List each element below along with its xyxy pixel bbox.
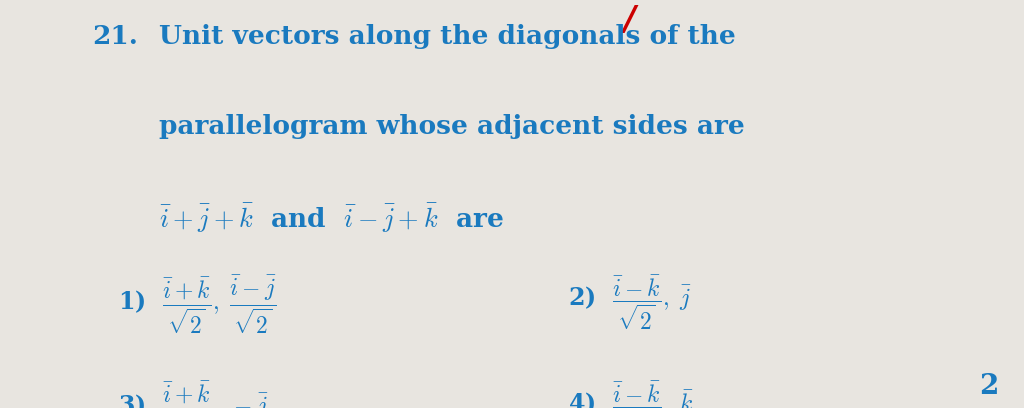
Text: 2)  $\dfrac{\bar{i}-\bar{k}}{\sqrt{2}},\ \bar{j}$: 2) $\dfrac{\bar{i}-\bar{k}}{\sqrt{2}},\ …: [568, 273, 692, 332]
Text: Unit vectors along the diagonals of the: Unit vectors along the diagonals of the: [159, 24, 735, 49]
Text: 3)  $\dfrac{\bar{i}+\bar{k}}{\sqrt{2}},\ -\bar{j}$: 3) $\dfrac{\bar{i}+\bar{k}}{\sqrt{2}},\ …: [118, 379, 268, 408]
Text: 21.: 21.: [92, 24, 138, 49]
Text: 1)  $\dfrac{\bar{i}+\bar{k}}{\sqrt{2}},\ \dfrac{\bar{i}-\bar{j}}{\sqrt{2}}$: 1) $\dfrac{\bar{i}+\bar{k}}{\sqrt{2}},\ …: [118, 273, 276, 336]
Text: /: /: [624, 4, 636, 37]
Text: 4)  $\dfrac{\bar{i}-\bar{k}}{\sqrt{2}},\ \bar{k}$: 4) $\dfrac{\bar{i}-\bar{k}}{\sqrt{2}},\ …: [568, 379, 694, 408]
Text: $\bar{i}+\bar{j}+\bar{k}$  and  $\bar{i}-\bar{j}+\bar{k}$  are: $\bar{i}+\bar{j}+\bar{k}$ and $\bar{i}-\…: [159, 202, 504, 235]
Text: 2: 2: [979, 373, 998, 400]
Text: parallelogram whose adjacent sides are: parallelogram whose adjacent sides are: [159, 114, 744, 139]
